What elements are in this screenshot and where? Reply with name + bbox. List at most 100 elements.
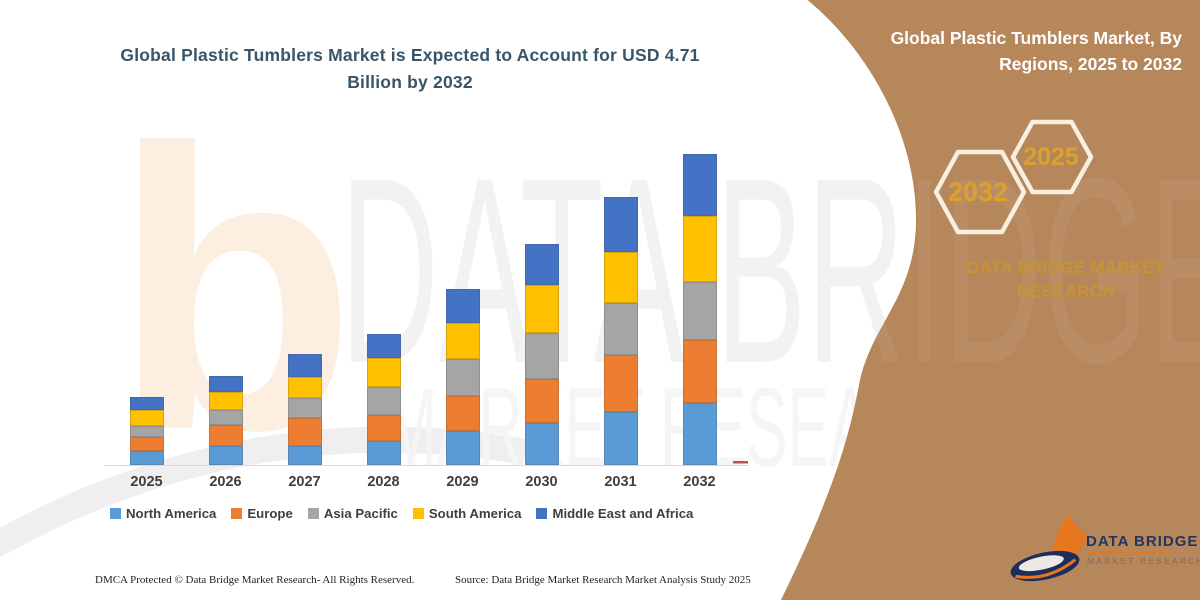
legend-label: South America [428,506,522,521]
bar-segment [287,446,322,465]
stacked-bar-2026 [208,376,243,465]
bar-segment [603,252,638,303]
bar-segment [129,451,164,465]
stacked-bar-2027 [287,354,322,465]
bar-column-2029 [423,139,502,465]
legend-swatch-icon [110,508,121,519]
stacked-bar-2030 [524,244,559,465]
x-axis-label: 2026 [209,474,242,490]
stacked-bar-plot [107,139,739,465]
bar-segment [129,410,164,426]
bar-column-2026 [186,139,265,465]
x-axis-label: 2027 [288,474,321,490]
chart-title: Global Plastic Tumblers Market is Expect… [120,45,700,92]
legend-swatch-icon [307,508,319,519]
bar-segment [445,323,480,359]
panel-heading: Global Plastic Tumblers Market, By Regio… [890,28,1182,74]
legend-swatch-icon [536,508,548,519]
legend-label: Asia Pacific [323,506,398,521]
bar-segment [445,359,480,396]
source-footer-text: Source: Data Bridge Market Research Mark… [455,574,751,586]
bar-segment [603,355,638,412]
legend-item: Asia Pacific [307,506,398,521]
bar-segment [366,415,401,441]
bar-column-2032 [660,139,739,465]
hexagon-2025 [1010,119,1094,195]
x-axis-label: 2029 [446,474,479,490]
bar-segment [445,289,480,323]
x-axis-line [104,465,749,466]
bar-column-2028 [344,139,423,465]
logo-wordmark: DATA BRIDGE [1086,533,1198,550]
bar-segment [524,285,559,333]
bar-segment [208,446,243,465]
bar-segment [603,412,638,465]
bar-segment [129,397,164,410]
bar-segment [445,396,480,431]
bar-segment [682,154,717,216]
databridge-logo: DATA BRIDGE MARKET RESEARCH [1010,514,1200,582]
bar-segment [524,423,559,465]
legend-item: South America [412,506,522,521]
legend-label: North America [126,506,217,521]
x-axis-label: 2031 [604,474,637,490]
legend-item: Europe [231,506,293,521]
bar-segment [129,426,164,437]
x-axis-label: 2025 [130,474,163,490]
bar-segment [682,340,717,403]
bar-segment [287,398,322,418]
x-axis-label: 2030 [525,474,558,490]
bar-column-2027 [265,139,344,465]
bar-segment [524,333,559,379]
brown-side-panel [780,0,1200,600]
bar-segment [208,392,243,410]
stacked-bar-2028 [366,334,401,465]
hexagon-2032-label: 2032 [948,177,1008,207]
legend-item: Middle East and Africa [536,506,693,521]
bar-segment [524,244,559,285]
stacked-bar-2029 [445,289,480,465]
x-axis-labels: 2025 2026 2027 2028 2029 2030 2031 2032 [107,474,739,490]
legend-item: North America [110,506,216,521]
bar-segment [287,354,322,377]
bar-segment [682,282,717,340]
bar-column-2030 [502,139,581,465]
x-axis-label: 2028 [367,474,400,490]
bar-segment [603,303,638,355]
stacked-bar-2032 [682,154,717,465]
logo-underline [1087,552,1170,554]
legend-swatch-icon [231,508,243,519]
hexagon-2025-label: 2025 [1023,143,1079,171]
bar-segment [287,377,322,398]
legend-label: Europe [247,506,293,521]
legend-swatch-icon [412,508,424,519]
bar-segment [366,441,401,465]
dmca-footer-text: DMCA Protected © Data Bridge Market Rese… [95,574,415,586]
bar-segment [129,437,164,451]
brand-text: DATA BRIDGE MARKET RESEARCH [967,258,1165,301]
bar-column-2025 [107,139,186,465]
bar-segment [366,358,401,387]
bar-segment [603,197,638,252]
red-dash-accent [733,461,748,464]
stacked-bar-2031 [603,197,638,465]
bar-segment [366,387,401,415]
chart-legend: North America Europe Asia Pacific South Ame… [110,506,693,521]
bar-segment [208,425,243,446]
bar-segment [524,379,559,423]
stacked-bar-2025 [129,397,164,465]
bar-segment [287,418,322,446]
hexagon-2032 [933,149,1027,235]
bar-segment [682,216,717,282]
bar-segment [682,403,717,465]
bar-segment [208,376,243,392]
bar-segment [445,431,480,465]
bar-segment [208,410,243,425]
logo-subtitle: MARKET RESEARCH [1087,556,1200,566]
bar-column-2031 [581,139,660,465]
x-axis-label: 2032 [683,474,716,490]
bar-segment [366,334,401,358]
legend-label: Middle East and Africa [552,506,694,521]
